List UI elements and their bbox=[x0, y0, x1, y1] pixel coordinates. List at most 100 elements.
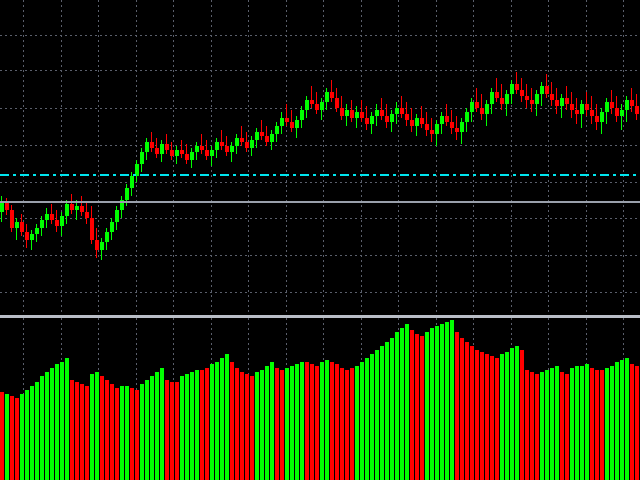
volume-bar[interactable] bbox=[10, 396, 14, 480]
volume-bar[interactable] bbox=[385, 342, 389, 480]
candlestick[interactable] bbox=[415, 0, 419, 315]
volume-bar[interactable] bbox=[375, 350, 379, 480]
volume-bar[interactable] bbox=[245, 374, 249, 480]
volume-bar[interactable] bbox=[275, 368, 279, 480]
candlestick[interactable] bbox=[230, 0, 234, 315]
candlestick[interactable] bbox=[495, 0, 499, 315]
candlestick[interactable] bbox=[430, 0, 434, 315]
candlestick[interactable] bbox=[15, 0, 19, 315]
volume-bar[interactable] bbox=[475, 350, 479, 480]
volume-bar[interactable] bbox=[615, 362, 619, 480]
volume-bar[interactable] bbox=[285, 368, 289, 480]
volume-bar[interactable] bbox=[545, 370, 549, 480]
volume-bar[interactable] bbox=[390, 338, 394, 480]
candlestick[interactable] bbox=[295, 0, 299, 315]
volume-bar[interactable] bbox=[510, 348, 514, 480]
candlestick[interactable] bbox=[140, 0, 144, 315]
candlestick[interactable] bbox=[330, 0, 334, 315]
volume-bar[interactable] bbox=[530, 372, 534, 480]
volume-bar[interactable] bbox=[150, 376, 154, 480]
candlestick[interactable] bbox=[360, 0, 364, 315]
volume-bar[interactable] bbox=[415, 334, 419, 480]
volume-bar[interactable] bbox=[410, 330, 414, 480]
candlestick[interactable] bbox=[615, 0, 619, 315]
volume-bar[interactable] bbox=[30, 386, 34, 480]
candlestick[interactable] bbox=[630, 0, 634, 315]
volume-bar[interactable] bbox=[330, 362, 334, 480]
volume-bar[interactable] bbox=[470, 346, 474, 480]
candlestick[interactable] bbox=[200, 0, 204, 315]
candlestick[interactable] bbox=[20, 0, 24, 315]
volume-bar[interactable] bbox=[560, 372, 564, 480]
volume-bar[interactable] bbox=[580, 366, 584, 480]
volume-bar[interactable] bbox=[595, 370, 599, 480]
volume-bar-series[interactable] bbox=[0, 318, 640, 480]
candlestick[interactable] bbox=[260, 0, 264, 315]
volume-bar[interactable] bbox=[0, 392, 4, 480]
candlestick[interactable] bbox=[475, 0, 479, 315]
volume-bar[interactable] bbox=[605, 368, 609, 480]
candlestick[interactable] bbox=[580, 0, 584, 315]
volume-bar[interactable] bbox=[5, 394, 9, 480]
candlestick[interactable] bbox=[345, 0, 349, 315]
candlestick[interactable] bbox=[490, 0, 494, 315]
volume-bar[interactable] bbox=[505, 352, 509, 480]
volume-bar[interactable] bbox=[20, 394, 24, 480]
volume-bar[interactable] bbox=[25, 390, 29, 480]
candlestick[interactable] bbox=[465, 0, 469, 315]
volume-bar[interactable] bbox=[490, 356, 494, 480]
volume-bar[interactable] bbox=[70, 380, 74, 480]
volume-bar[interactable] bbox=[540, 372, 544, 480]
candlestick[interactable] bbox=[220, 0, 224, 315]
volume-bar[interactable] bbox=[590, 368, 594, 480]
candlestick[interactable] bbox=[440, 0, 444, 315]
volume-bar[interactable] bbox=[440, 324, 444, 480]
candlestick[interactable] bbox=[290, 0, 294, 315]
candlestick[interactable] bbox=[60, 0, 64, 315]
candlestick[interactable] bbox=[555, 0, 559, 315]
candlestick[interactable] bbox=[355, 0, 359, 315]
volume-bar[interactable] bbox=[455, 332, 459, 480]
volume-bar[interactable] bbox=[460, 338, 464, 480]
volume-bar[interactable] bbox=[320, 362, 324, 480]
candlestick[interactable] bbox=[485, 0, 489, 315]
volume-bar[interactable] bbox=[630, 364, 634, 480]
candlestick[interactable] bbox=[395, 0, 399, 315]
candlestick[interactable] bbox=[420, 0, 424, 315]
volume-bar[interactable] bbox=[400, 328, 404, 480]
candlestick[interactable] bbox=[35, 0, 39, 315]
candlestick[interactable] bbox=[145, 0, 149, 315]
volume-bar[interactable] bbox=[360, 362, 364, 480]
candlestick[interactable] bbox=[595, 0, 599, 315]
candlestick[interactable] bbox=[195, 0, 199, 315]
volume-bar[interactable] bbox=[565, 374, 569, 480]
volume-bar[interactable] bbox=[380, 346, 384, 480]
volume-bar[interactable] bbox=[575, 366, 579, 480]
candlestick[interactable] bbox=[340, 0, 344, 315]
candlestick[interactable] bbox=[210, 0, 214, 315]
volume-bar[interactable] bbox=[135, 390, 139, 480]
price-candlestick-panel[interactable] bbox=[0, 0, 640, 315]
volume-bar[interactable] bbox=[125, 386, 129, 480]
volume-bar[interactable] bbox=[610, 366, 614, 480]
volume-bar[interactable] bbox=[550, 368, 554, 480]
candlestick[interactable] bbox=[610, 0, 614, 315]
candlestick[interactable] bbox=[305, 0, 309, 315]
volume-bar[interactable] bbox=[115, 388, 119, 480]
volume-histogram-panel[interactable] bbox=[0, 318, 640, 480]
volume-bar[interactable] bbox=[265, 366, 269, 480]
volume-bar[interactable] bbox=[160, 368, 164, 480]
candlestick[interactable] bbox=[435, 0, 439, 315]
candlestick[interactable] bbox=[540, 0, 544, 315]
volume-bar[interactable] bbox=[130, 388, 134, 480]
candlestick[interactable] bbox=[125, 0, 129, 315]
candlestick[interactable] bbox=[565, 0, 569, 315]
volume-bar[interactable] bbox=[175, 382, 179, 480]
volume-bar[interactable] bbox=[240, 372, 244, 480]
volume-bar[interactable] bbox=[80, 384, 84, 480]
volume-bar[interactable] bbox=[170, 382, 174, 480]
candlestick[interactable] bbox=[115, 0, 119, 315]
candlestick[interactable] bbox=[460, 0, 464, 315]
volume-bar[interactable] bbox=[210, 364, 214, 480]
volume-bar[interactable] bbox=[300, 362, 304, 480]
